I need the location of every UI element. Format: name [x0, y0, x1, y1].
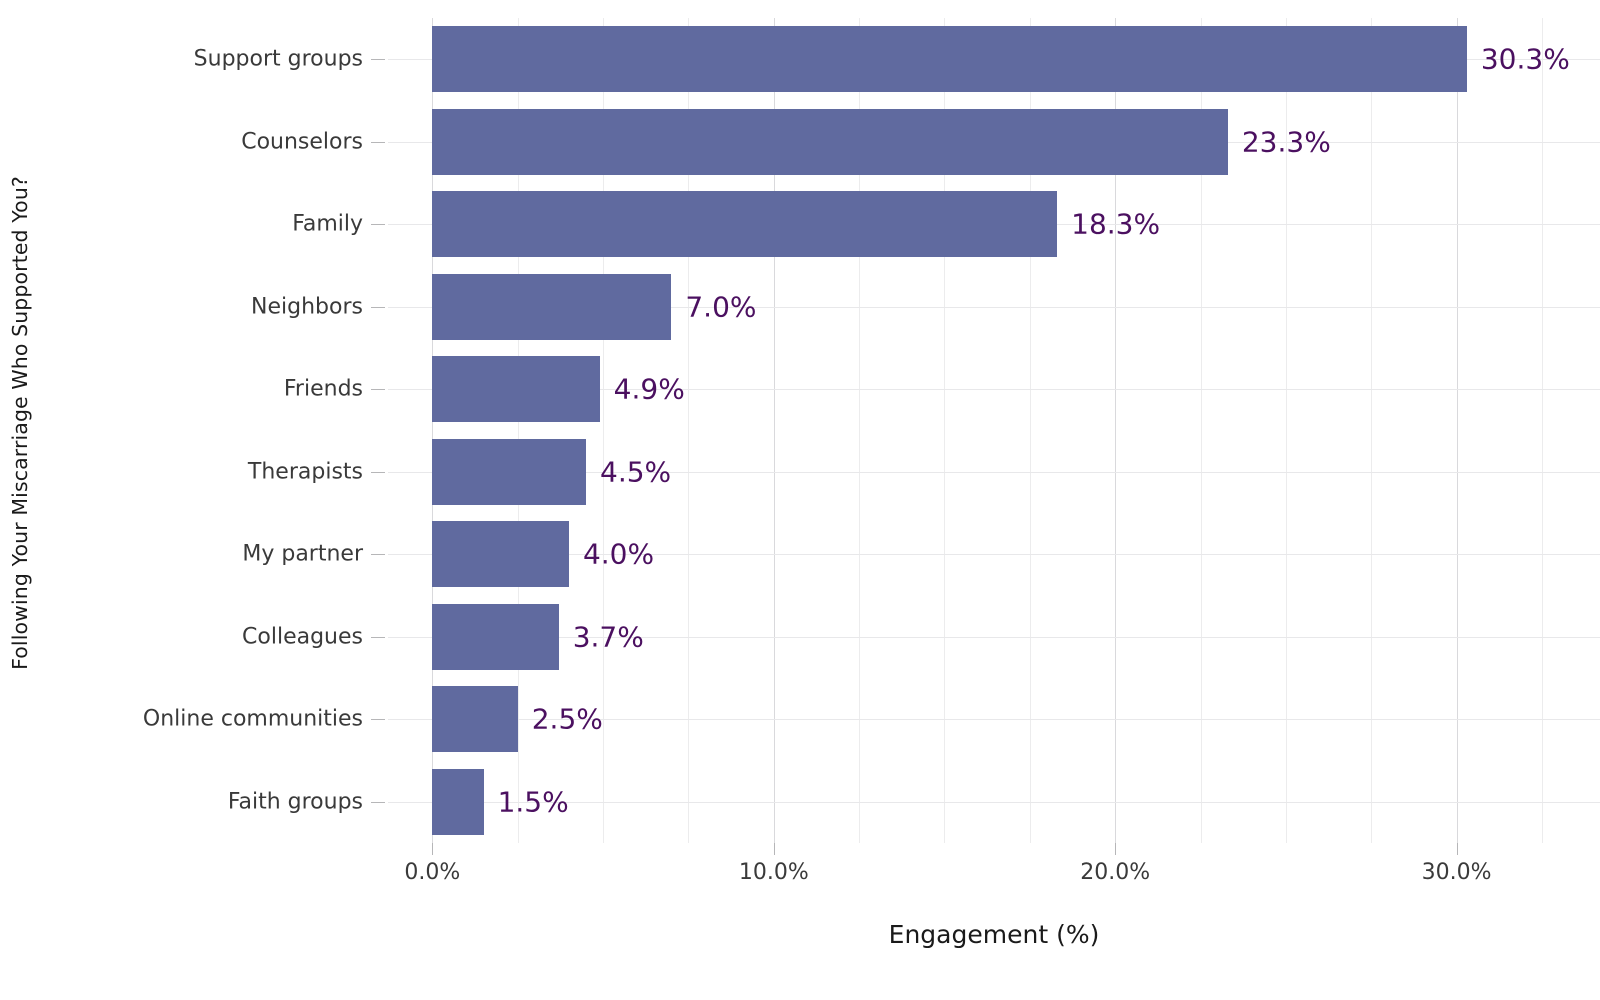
bar[interactable]	[432, 686, 518, 753]
bar-value-label: 1.5%	[497, 785, 569, 819]
bar[interactable]	[432, 768, 484, 835]
y-tick-mark	[371, 636, 385, 638]
bar[interactable]	[432, 438, 586, 505]
gridline-vertical-minor	[1541, 18, 1543, 843]
y-tick-label: Friends	[283, 376, 363, 402]
gridline-horizontal	[388, 719, 1600, 721]
bar[interactable]	[432, 26, 1467, 93]
gridline-vertical-major	[773, 18, 775, 843]
bar-value-label: 4.9%	[613, 372, 685, 406]
y-axis-title: Following Your Miscarriage Who Supported…	[0, 0, 40, 845]
y-tick-label: Counselors	[241, 129, 363, 155]
x-axis-title: Engagement (%)	[888, 920, 1100, 949]
bar-value-label: 23.3%	[1241, 125, 1331, 159]
y-tick-label: Neighbors	[251, 294, 363, 320]
bar[interactable]	[432, 191, 1058, 258]
gridline-horizontal	[388, 636, 1600, 638]
bar[interactable]	[432, 356, 600, 423]
bar-value-label: 4.5%	[600, 455, 672, 489]
y-tick-mark	[371, 306, 385, 308]
bar[interactable]	[432, 108, 1228, 175]
gridline-horizontal	[388, 471, 1600, 473]
bar-value-label: 7.0%	[685, 290, 757, 324]
gridline-vertical-minor	[859, 18, 861, 843]
gridline-vertical-minor	[944, 18, 946, 843]
gridline-horizontal	[388, 389, 1600, 391]
gridline-horizontal	[388, 306, 1600, 308]
y-tick-mark	[371, 719, 385, 721]
bar[interactable]	[432, 273, 672, 340]
plot-area: 30.3% 23.3% 18.3% 7.0% 4.9% 4.5% 4.0% 3.7% 2.5% 1…	[388, 18, 1600, 843]
y-tick-label: Family	[292, 211, 363, 237]
y-tick-label: My partner	[242, 541, 363, 567]
y-tick-label: Colleagues	[242, 624, 363, 650]
y-tick-mark	[371, 471, 385, 473]
gridline-vertical-minor	[1029, 18, 1031, 843]
y-tick-label: Therapists	[247, 459, 363, 485]
y-tick-mark	[371, 801, 385, 803]
y-tick-mark	[371, 224, 385, 226]
gridline-vertical-minor	[1200, 18, 1202, 843]
y-tick-mark	[371, 141, 385, 143]
y-tick-mark	[371, 59, 385, 61]
x-tick-mark	[1115, 843, 1117, 855]
gridline-horizontal	[388, 801, 1600, 803]
bar-value-label: 2.5%	[531, 702, 603, 736]
y-tick-label: Online communities	[142, 706, 363, 732]
x-tick-mark	[773, 843, 775, 855]
gridline-vertical-minor	[1371, 18, 1373, 843]
x-tick-mark	[432, 843, 434, 855]
x-tick-mark	[1456, 843, 1458, 855]
y-axis-title-text: Following Your Miscarriage Who Supported…	[8, 175, 32, 670]
gridline-horizontal	[388, 554, 1600, 556]
x-tick-label: 30.0%	[1421, 860, 1492, 885]
bar-value-label: 30.3%	[1480, 42, 1570, 76]
bar-value-label: 3.7%	[572, 620, 644, 654]
x-tick-label: 20.0%	[1080, 860, 1151, 885]
gridline-vertical-minor	[603, 18, 605, 843]
gridline-vertical-minor	[1285, 18, 1287, 843]
gridline-vertical-major	[432, 18, 434, 843]
bar-value-label: 4.0%	[582, 537, 655, 571]
y-tick-mark	[371, 554, 385, 556]
gridline-vertical-major	[1115, 18, 1117, 843]
bar[interactable]	[432, 603, 559, 670]
x-tick-label: 10.0%	[738, 860, 809, 885]
gridline-vertical-major	[1456, 18, 1458, 843]
y-tick-label: Faith groups	[227, 789, 363, 815]
x-tick-label: 0.0%	[404, 860, 461, 885]
gridline-vertical-minor	[517, 18, 519, 843]
bar[interactable]	[432, 521, 569, 588]
gridline-vertical-minor	[688, 18, 690, 843]
y-tick-mark	[371, 389, 385, 391]
bar-value-label: 18.3%	[1071, 207, 1161, 241]
y-tick-label: Support groups	[193, 46, 363, 72]
